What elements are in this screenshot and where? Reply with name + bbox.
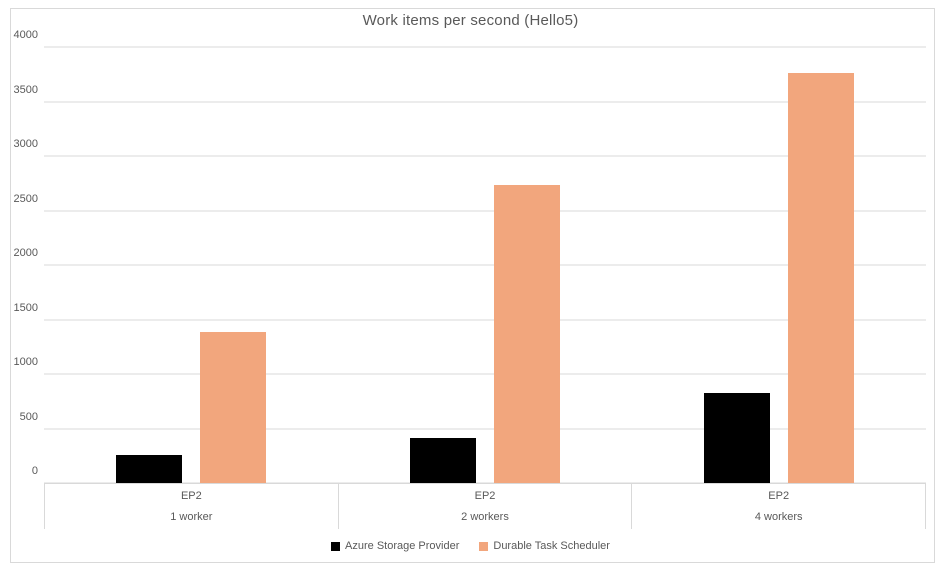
bar-durable-task-scheduler xyxy=(199,331,266,483)
bar-azure-storage-provider xyxy=(409,437,476,483)
category-top-label: EP2 xyxy=(768,490,790,502)
gridline xyxy=(44,155,926,157)
y-axis-tick-label: 1500 xyxy=(13,301,38,314)
plot-area: 0 500 1000 1500 2000 2500 3000 3500 4000 xyxy=(14,29,926,484)
legend-swatch-icon xyxy=(479,541,489,551)
category-cell: EP2 1 worker xyxy=(44,484,338,529)
category-top-label: EP2 xyxy=(474,490,496,502)
legend-label: Durable Task Scheduler xyxy=(493,540,610,552)
category-bottom-label: 2 workers xyxy=(461,511,509,523)
legend-label: Azure Storage Provider xyxy=(345,540,460,552)
legend-item: Durable Task Scheduler xyxy=(479,540,610,552)
gridline xyxy=(44,319,926,320)
bar-azure-storage-provider xyxy=(115,454,182,483)
legend-swatch-icon xyxy=(331,541,341,551)
bar-group xyxy=(44,47,338,483)
chart-title: Work items per second (Hello5) xyxy=(362,12,579,29)
y-axis-tick-label: 2500 xyxy=(13,192,38,205)
category-bottom-label: 4 workers xyxy=(754,511,803,523)
gridline xyxy=(44,46,926,48)
category-cell: EP2 2 workers xyxy=(337,484,632,529)
bar-azure-storage-provider xyxy=(703,392,770,483)
y-axis-tick-label: 1000 xyxy=(13,356,38,368)
gridline xyxy=(44,373,926,375)
gridline xyxy=(44,210,926,211)
category-cell: EP2 4 workers xyxy=(631,484,927,529)
legend: Azure Storage Provider Durable Task Sched… xyxy=(0,540,941,552)
category-bottom-label: 1 worker xyxy=(170,511,213,523)
y-axis-tick-label: 0 xyxy=(31,465,38,477)
category-axis: EP2 1 worker EP2 2 workers EP2 4 workers xyxy=(44,483,927,529)
gridline xyxy=(44,264,926,266)
y-axis-tick-label: 3000 xyxy=(13,138,38,150)
y-axis-tick-label: 3500 xyxy=(13,83,38,96)
y-axis-tick-label: 4000 xyxy=(13,29,38,41)
bar-durable-task-scheduler xyxy=(493,185,560,483)
y-axis-tick-label: 2000 xyxy=(13,247,38,259)
legend-item: Azure Storage Provider xyxy=(331,540,459,552)
gridline xyxy=(44,101,926,102)
bar-group xyxy=(632,47,926,483)
bar-group xyxy=(338,47,632,483)
bar-durable-task-scheduler xyxy=(787,73,854,483)
gridline xyxy=(44,428,926,429)
y-axis-tick-label: 500 xyxy=(19,410,38,423)
category-top-label: EP2 xyxy=(180,490,202,502)
